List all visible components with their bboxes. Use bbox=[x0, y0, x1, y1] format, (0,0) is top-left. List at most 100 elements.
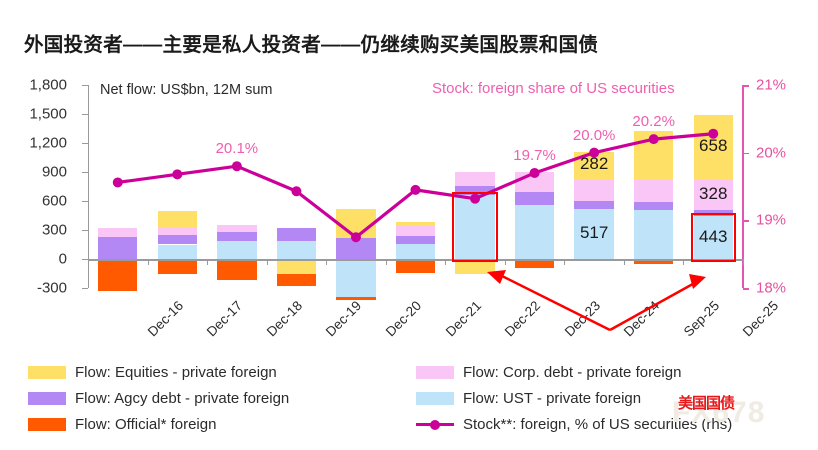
line-marker bbox=[529, 167, 540, 178]
bar-segment bbox=[514, 204, 555, 259]
y-tick-label-left: -300 bbox=[36, 279, 67, 297]
bar-segment bbox=[514, 192, 555, 205]
y-tick-left bbox=[82, 85, 88, 86]
bar-segment bbox=[395, 259, 436, 274]
bar-segment bbox=[634, 209, 674, 259]
y-tick-label-right: 19% bbox=[756, 211, 787, 229]
y-tick-label-left: 1,500 bbox=[29, 105, 67, 123]
bar-segment bbox=[336, 238, 376, 259]
bar-segment bbox=[217, 240, 257, 259]
y-tick-left bbox=[82, 288, 88, 289]
line-marker bbox=[350, 232, 361, 243]
line-point-label: 20.0% bbox=[572, 126, 616, 144]
x-tick-label: Dec-18 bbox=[263, 298, 305, 340]
bar-segment bbox=[395, 225, 436, 237]
legend-item[interactable]: Flow: Corp. debt - private foreign bbox=[416, 364, 681, 381]
x-tick bbox=[743, 259, 744, 265]
legend-label: Flow: Agcy debt - private foreign bbox=[75, 390, 290, 407]
x-tick-label: Dec-22 bbox=[501, 298, 544, 340]
y-tick-right bbox=[743, 85, 749, 87]
y-tick-label-left: 900 bbox=[41, 163, 67, 181]
y-tick-label-left: 600 bbox=[41, 192, 67, 210]
bar-segment bbox=[276, 273, 317, 286]
bar-segment bbox=[98, 259, 138, 291]
y-tick-left bbox=[82, 230, 88, 231]
y-tick-label-right: 20% bbox=[756, 144, 787, 162]
x-tick-label: Dec-24 bbox=[620, 298, 663, 340]
bar-segment bbox=[455, 172, 495, 186]
bar-value-label: 658 bbox=[699, 135, 728, 155]
x-tick bbox=[147, 259, 149, 265]
line-marker bbox=[112, 177, 123, 188]
legend-item[interactable]: Flow: Official* foreign bbox=[28, 416, 216, 433]
y-tick-left bbox=[82, 172, 88, 173]
highlight-box bbox=[452, 192, 498, 262]
bar-segment bbox=[455, 185, 495, 196]
legend-label: Flow: Official* foreign bbox=[75, 416, 217, 433]
bar-segment bbox=[455, 195, 495, 259]
legend-color-swatch bbox=[28, 366, 66, 379]
bar-segment bbox=[336, 296, 376, 300]
bar-segment bbox=[157, 226, 197, 236]
bar-segment bbox=[157, 259, 197, 274]
legend-label: Stock**: foreign, % of US securities (rh… bbox=[463, 416, 733, 433]
bar-segment bbox=[276, 241, 317, 259]
bar-segment bbox=[395, 236, 436, 244]
y-tick-label-right: 21% bbox=[756, 76, 787, 94]
bar-segment bbox=[395, 221, 436, 226]
legend-color-swatch bbox=[416, 392, 454, 405]
y-axis-left bbox=[88, 85, 89, 288]
highlight-box bbox=[690, 213, 736, 262]
bar-segment bbox=[276, 259, 317, 274]
x-tick-label: Dec-17 bbox=[204, 298, 246, 340]
bar-segment bbox=[634, 259, 674, 264]
y-tick-label-left: 1,200 bbox=[29, 134, 67, 152]
x-tick bbox=[266, 259, 268, 265]
bar-segment bbox=[157, 210, 197, 227]
line-marker bbox=[589, 147, 600, 158]
watermark-text: FX678 bbox=[672, 396, 766, 429]
x-tick-label: Dec-19 bbox=[323, 298, 365, 340]
legend-item[interactable]: Flow: Equities - private foreign bbox=[28, 364, 277, 381]
bar-segment bbox=[455, 259, 495, 275]
x-tick-label: Dec-25 bbox=[739, 298, 782, 340]
bar-segment bbox=[574, 179, 614, 201]
bar-value-label: 517 bbox=[579, 223, 609, 242]
bar-segment bbox=[217, 232, 257, 241]
legend-item[interactable]: Flow: UST - private foreign bbox=[416, 390, 641, 407]
legend-item[interactable]: Flow: Agcy debt - private foreign bbox=[28, 390, 289, 407]
legend-color-swatch bbox=[416, 366, 454, 379]
line-marker bbox=[291, 186, 302, 197]
legend-color-swatch bbox=[28, 418, 66, 431]
bar-value-label: 328 bbox=[699, 183, 728, 203]
watermark-overlay-cn: 美国国债 bbox=[678, 395, 735, 412]
y-tick-left bbox=[82, 201, 88, 202]
y-tick-label-right: 18% bbox=[756, 279, 787, 297]
bar-segment bbox=[514, 259, 555, 269]
y-tick-left bbox=[82, 114, 88, 115]
x-tick bbox=[385, 259, 387, 265]
y-tick-label-left: 1,800 bbox=[29, 76, 67, 94]
legend-label: Flow: Equities - private foreign bbox=[75, 364, 277, 381]
bar-value-label: 282 bbox=[579, 154, 609, 174]
chart-title: 外国投资者——主要是私人投资者——仍继续购买美国股票和国债 bbox=[24, 34, 599, 56]
bar-segment bbox=[693, 115, 733, 179]
x-tick bbox=[207, 259, 209, 265]
line-marker bbox=[470, 193, 481, 204]
plot-area: 282 517 658 328 443 20.1% 19.7% 20.0% 20.2% bbox=[88, 85, 744, 300]
bar-segment bbox=[574, 200, 614, 209]
bar-segment bbox=[157, 244, 197, 259]
bar-segment bbox=[276, 228, 317, 242]
x-tick-label: Dec-21 bbox=[442, 298, 484, 340]
x-tick-label: Dec-20 bbox=[382, 298, 425, 340]
bar-segment bbox=[634, 179, 674, 203]
bar-segment bbox=[217, 259, 257, 281]
chart-legend: Flow: Equities - private foreign Flow: Ag… bbox=[0, 362, 818, 450]
x-tick bbox=[564, 259, 566, 265]
legend-item[interactable]: Stock**: foreign, % of US securities (rh… bbox=[416, 416, 732, 433]
legend-line-swatch bbox=[416, 418, 454, 431]
bar-segment bbox=[395, 244, 436, 259]
zero-baseline bbox=[88, 259, 743, 261]
x-tick bbox=[326, 259, 328, 265]
x-tick bbox=[683, 259, 685, 265]
